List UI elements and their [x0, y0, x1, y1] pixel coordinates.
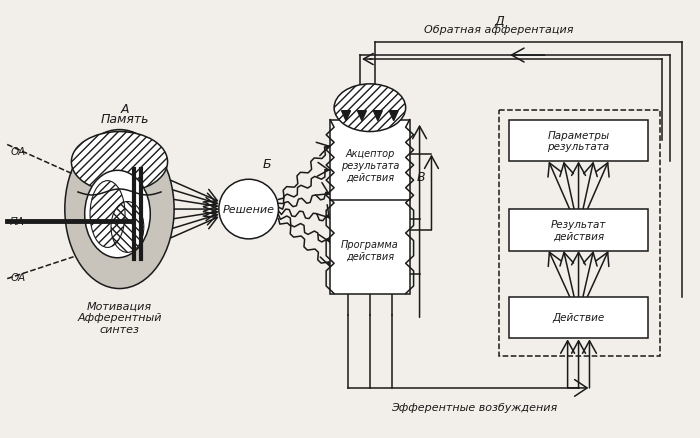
Text: Мотивация
Афферентный
синтез: Мотивация Афферентный синтез — [77, 301, 162, 334]
Bar — [509, 209, 648, 251]
Text: Решение: Решение — [223, 205, 274, 215]
Polygon shape — [373, 111, 382, 121]
Text: Акцептор
результата
действия: Акцептор результата действия — [341, 148, 399, 182]
Text: Результат
действия: Результат действия — [551, 219, 606, 241]
Text: Б: Б — [262, 158, 271, 171]
Polygon shape — [358, 111, 366, 121]
Ellipse shape — [65, 130, 174, 289]
Circle shape — [219, 180, 279, 239]
Text: ОА: ОА — [10, 147, 25, 157]
Polygon shape — [342, 111, 351, 121]
Text: Эфферентные возбуждения: Эфферентные возбуждения — [391, 402, 557, 412]
Text: Обратная афферентация: Обратная афферентация — [424, 25, 574, 35]
Bar — [330, 120, 410, 294]
Text: Д: Д — [494, 15, 504, 28]
Ellipse shape — [85, 171, 150, 258]
Text: ПА: ПА — [10, 216, 25, 226]
Polygon shape — [389, 111, 398, 121]
Text: ОА: ОА — [10, 272, 25, 282]
Text: Действие: Действие — [552, 313, 605, 323]
Ellipse shape — [334, 85, 405, 132]
Text: Программа
действия: Программа действия — [341, 239, 399, 261]
Text: А: А — [120, 102, 129, 115]
Text: Параметры
результата: Параметры результата — [547, 131, 610, 152]
Text: В: В — [416, 171, 425, 184]
Bar — [509, 297, 648, 339]
Bar — [509, 120, 648, 162]
Bar — [499, 110, 660, 356]
Text: Память: Память — [100, 112, 148, 125]
Ellipse shape — [71, 132, 167, 193]
